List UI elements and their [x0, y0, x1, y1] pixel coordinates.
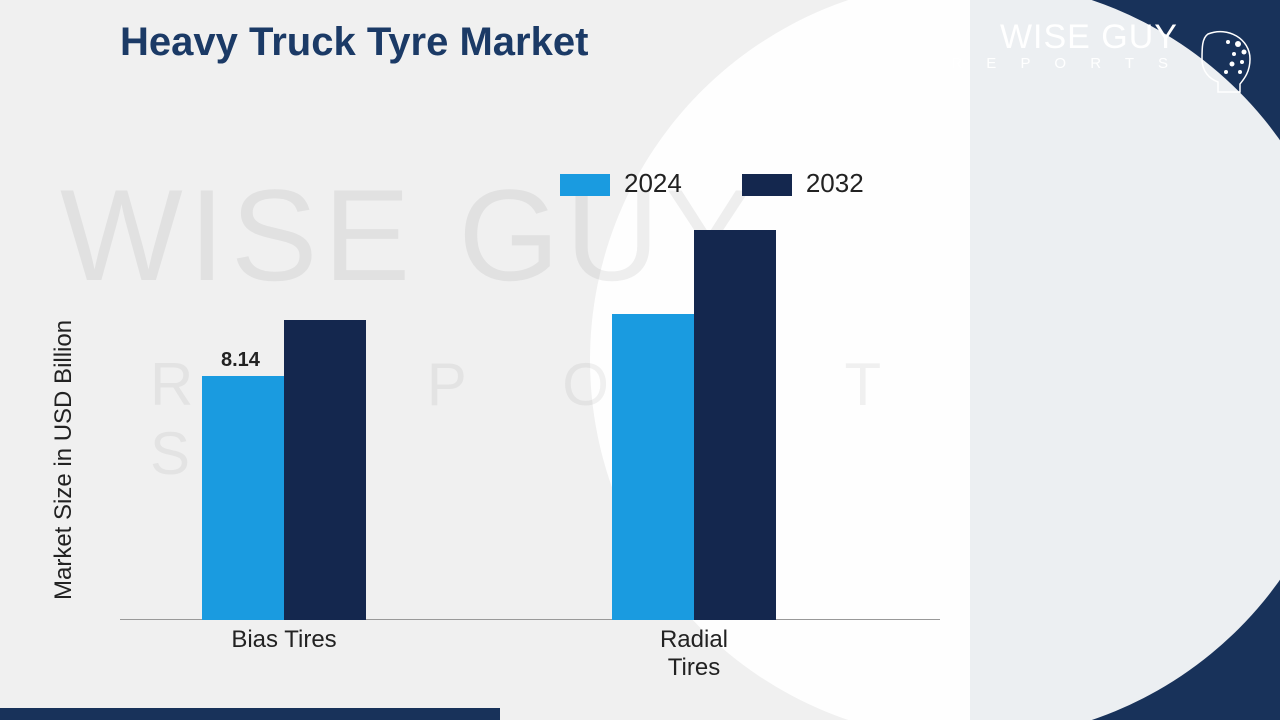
bar-value-label: 8.14 — [221, 349, 260, 372]
bottom-accent-bar — [0, 708, 500, 720]
bar-group: 8.14Bias Tires — [134, 200, 434, 620]
legend-label: 2032 — [806, 168, 864, 198]
legend-label: 2024 — [624, 168, 682, 198]
chart-canvas: WISE GUY R E P O R T S Heavy Truck Tyre … — [0, 0, 1280, 720]
logo-main-text: WISE GUY — [951, 18, 1178, 57]
bar — [694, 230, 776, 620]
brand-logo: WISE GUY R E P O R T S — [951, 18, 1250, 72]
head-icon — [1188, 24, 1258, 94]
bar — [612, 314, 694, 620]
x-tick-label: Bias Tires — [134, 620, 434, 654]
x-tick-label: RadialTires — [544, 620, 844, 681]
y-axis-label: Market Size in USD Billion — [50, 320, 78, 600]
bar-pair — [612, 230, 776, 620]
legend: 2024 2032 — [560, 168, 864, 199]
legend-item: 2032 — [742, 168, 864, 199]
legend-swatch-2024 — [560, 174, 610, 196]
legend-swatch-2032 — [742, 174, 792, 196]
logo-sub-text: R E P O R T S — [951, 55, 1178, 72]
legend-item: 2024 — [560, 168, 682, 199]
bar — [202, 376, 284, 620]
chart-title: Heavy Truck Tyre Market — [120, 20, 588, 65]
bar-group: RadialTires — [544, 200, 844, 620]
plot-area: 8.14Bias Tires RadialTires — [120, 200, 940, 620]
bar — [284, 320, 366, 620]
